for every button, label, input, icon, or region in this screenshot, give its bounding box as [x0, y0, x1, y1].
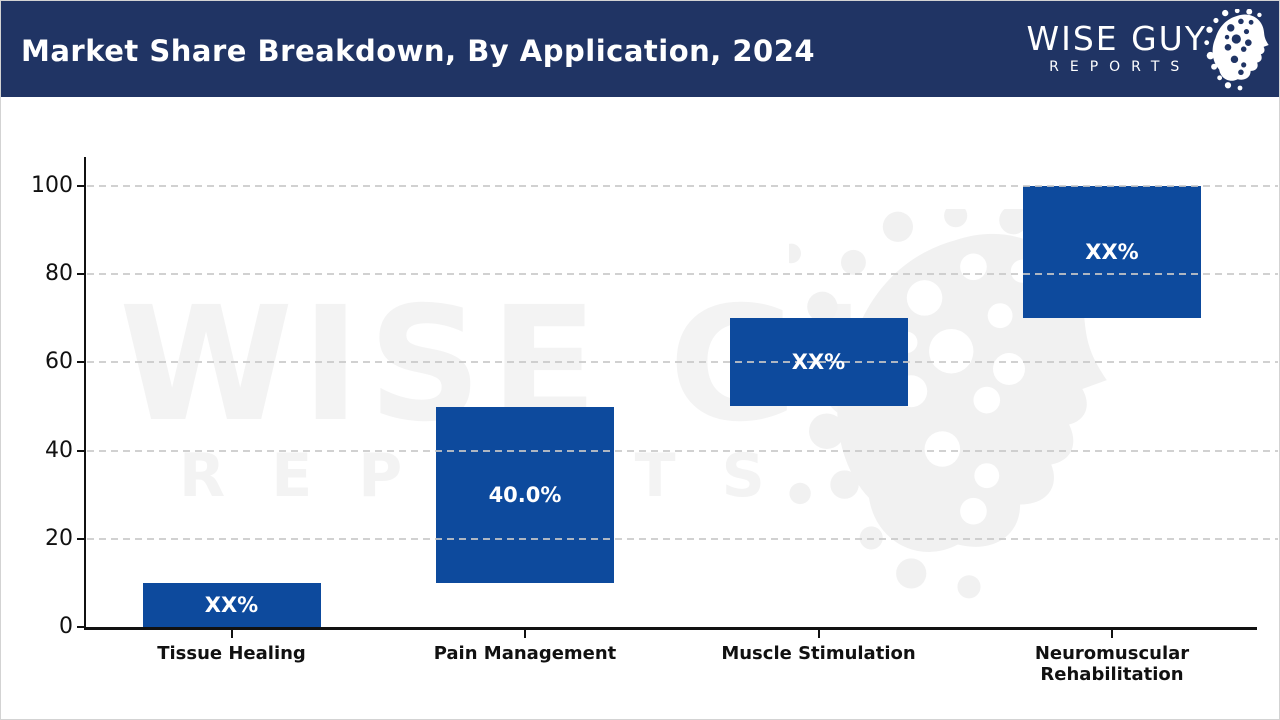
y-tick-mark — [77, 537, 86, 540]
x-tick-label-muscle-stimulation: Muscle Stimulation — [721, 643, 916, 664]
x-tick-mark — [817, 630, 820, 638]
logo-wordmark: WISE GUY — [1026, 19, 1207, 58]
logo-face-icon — [1204, 9, 1269, 91]
bar-pain-management — [436, 406, 614, 583]
gridline-100 — [87, 185, 1278, 187]
y-tick-mark — [77, 361, 86, 364]
x-tick-mark — [230, 630, 233, 638]
x-tick-label-pain-management: Pain Management — [433, 643, 617, 664]
y-tick-label: 80 — [45, 261, 73, 287]
y-tick-label: 100 — [31, 173, 73, 198]
gridline-20 — [87, 537, 1278, 540]
bar-tissue-healing — [142, 582, 321, 627]
wise-guy-logo: WISE GUY REPORTS — [1011, 7, 1273, 93]
bar-label-neuromuscular-rehabilitation: XX% — [1085, 240, 1139, 265]
gridline-80 — [87, 273, 1278, 276]
page-title: Market Share Breakdown, By Application, … — [21, 34, 816, 68]
y-tick-mark — [77, 626, 86, 628]
header-bar: Market Share Breakdown, By Application, … — [1, 1, 1279, 97]
y-tick-label: 40 — [45, 437, 73, 463]
y-axis-line — [84, 157, 86, 630]
y-tick-mark — [77, 185, 86, 187]
y-tick-label: 20 — [45, 525, 73, 551]
y-tick-mark — [77, 273, 86, 276]
x-tick-label-tissue-healing: Tissue Healing — [157, 643, 306, 664]
logo-text: WISE GUY REPORTS — [1026, 19, 1207, 76]
bar-label-tissue-healing: XX% — [204, 592, 259, 617]
x-axis-line — [84, 627, 1257, 630]
logo-subtitle: REPORTS — [1049, 59, 1191, 75]
x-tick-label-neuromuscular-rehabilitation: Neuromuscular Rehabilitation — [1034, 643, 1190, 685]
gridline-40 — [87, 449, 1278, 452]
bar-neuromuscular-rehabilitation — [1023, 186, 1201, 319]
y-tick-label: 60 — [45, 349, 73, 375]
x-tick-mark — [1111, 630, 1113, 638]
bar-label-muscle-stimulation: XX% — [791, 350, 846, 375]
y-tick-label: 0 — [59, 614, 73, 639]
y-tick-mark — [77, 449, 86, 452]
x-tick-mark — [524, 630, 526, 638]
gridline-60 — [87, 361, 1278, 364]
bar-label-pain-management: 40.0% — [488, 482, 562, 507]
